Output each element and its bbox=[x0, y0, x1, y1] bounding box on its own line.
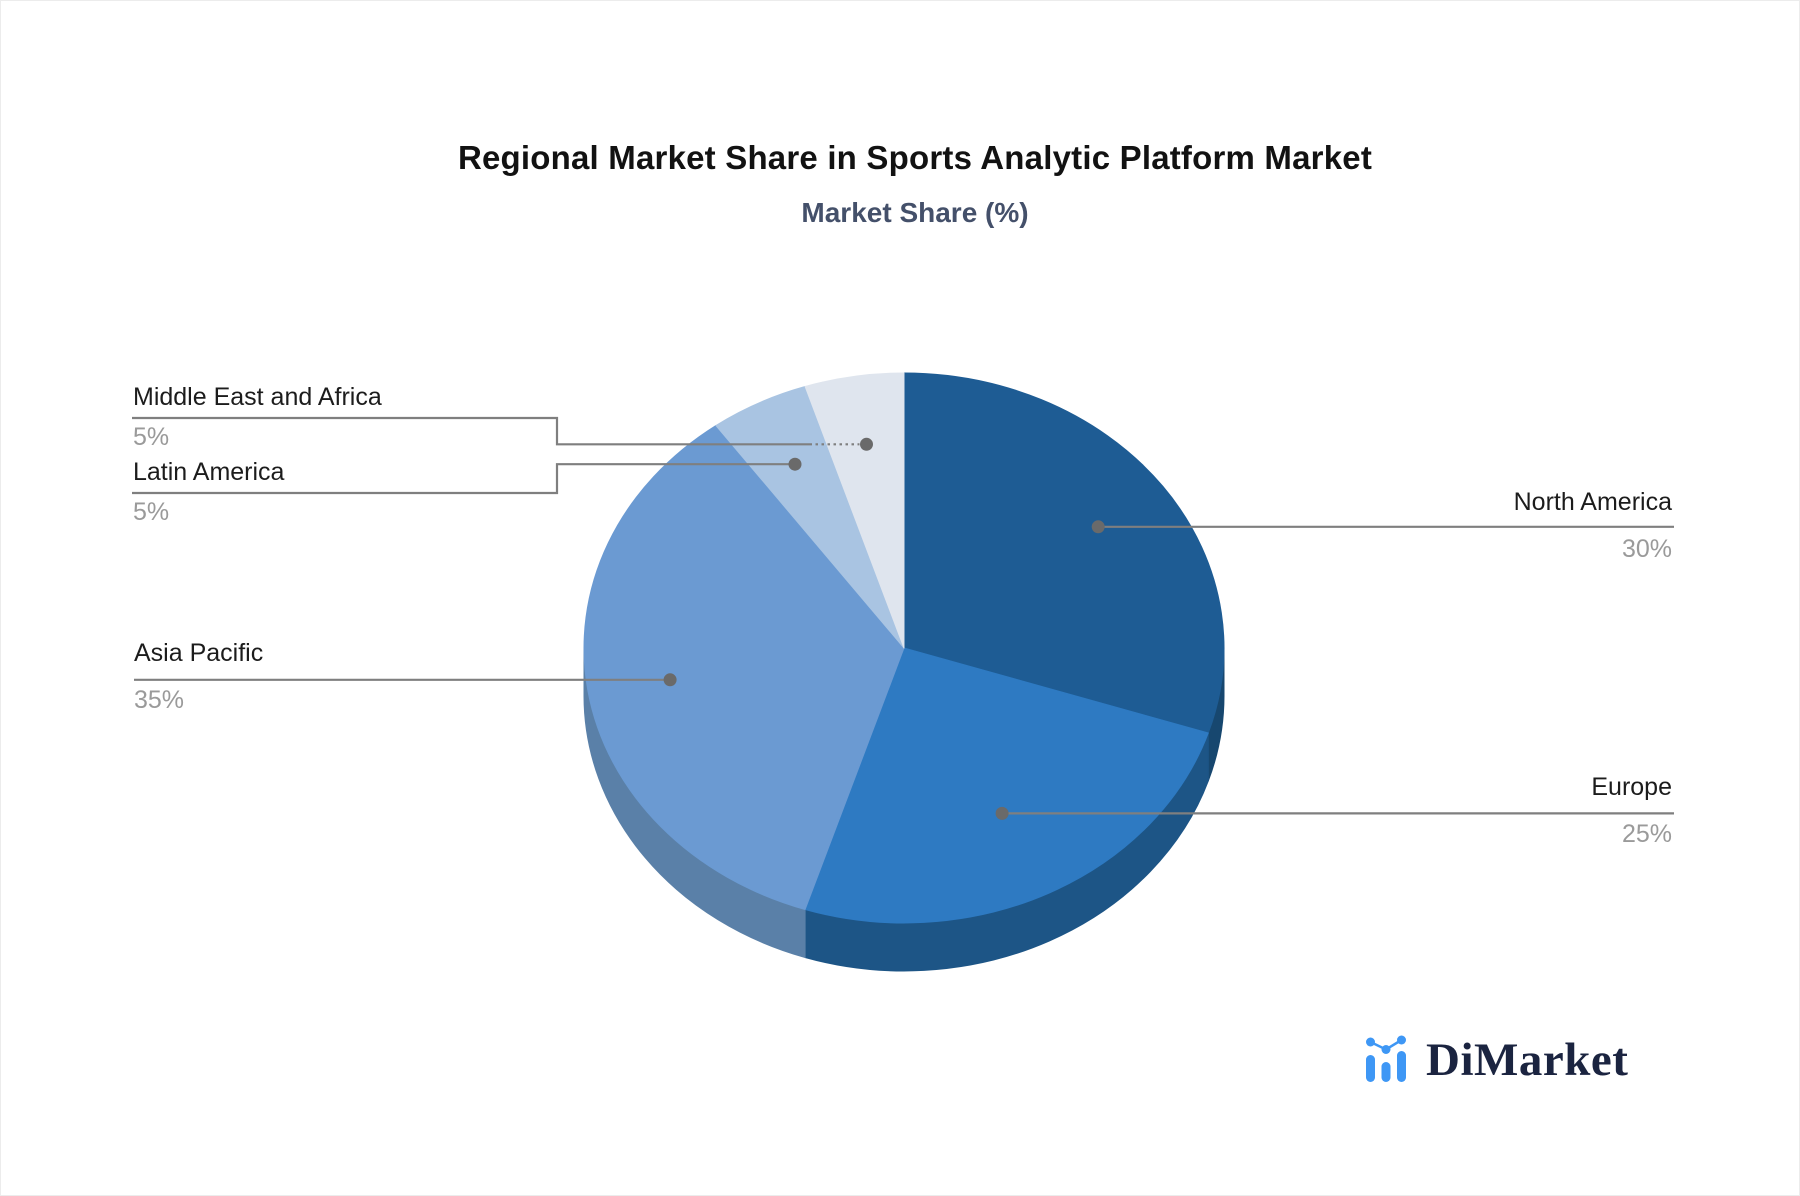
chart-subtitle: Market Share (%) bbox=[801, 197, 1029, 228]
leader-dot-asia-pacific bbox=[663, 673, 677, 687]
callout-latin-america: Latin America 5% bbox=[133, 457, 284, 528]
chart-header: Regional Market Share in Sports Analytic… bbox=[1, 139, 1799, 229]
callout-value-europe: 25% bbox=[1621, 820, 1672, 848]
leader-dot-middle-east-and-africa bbox=[860, 437, 873, 451]
leader-dot-north-america bbox=[1091, 520, 1105, 534]
dimarket-logo: DiMarket bbox=[1364, 1033, 1628, 1087]
leader-line-latin-america bbox=[132, 463, 789, 495]
callout-label-europe: Europe bbox=[1591, 773, 1672, 801]
leader-dot-europe bbox=[995, 806, 1009, 820]
callout-middle-east-and-africa: Middle East and Africa 5% bbox=[133, 382, 382, 453]
callout-north-america: North America 30% bbox=[1514, 487, 1672, 565]
callout-value-middle-east-and-africa: 5% bbox=[133, 423, 170, 451]
pie-slice-asia-pacific[interactable] bbox=[583, 425, 905, 910]
callout-europe: Europe 25% bbox=[1591, 772, 1672, 850]
logo-text: DiMarket bbox=[1426, 1034, 1629, 1086]
pie-slice-middle-east-and-africa[interactable] bbox=[804, 372, 905, 649]
callout-label-latin-america: Latin America bbox=[133, 458, 285, 486]
leader-line-middle-east-and-africa bbox=[132, 416, 810, 446]
bar-line-chart-icon bbox=[1366, 1035, 1406, 1082]
callout-asia-pacific: Asia Pacific 35% bbox=[134, 638, 263, 716]
callout-label-middle-east-and-africa: Middle East and Africa bbox=[133, 383, 382, 411]
pie-slice-europe[interactable] bbox=[804, 647, 1209, 924]
callout-value-latin-america: 5% bbox=[133, 498, 170, 526]
callout-value-north-america: 30% bbox=[1621, 535, 1672, 563]
pie-slice-north-america[interactable] bbox=[903, 372, 1225, 734]
leader-dot-latin-america bbox=[788, 457, 802, 471]
callout-value-asia-pacific: 35% bbox=[134, 686, 185, 714]
chart-title: Regional Market Share in Sports Analytic… bbox=[457, 139, 1373, 176]
callout-label-asia-pacific: Asia Pacific bbox=[134, 639, 264, 667]
callout-label-north-america: North America bbox=[1513, 488, 1672, 516]
